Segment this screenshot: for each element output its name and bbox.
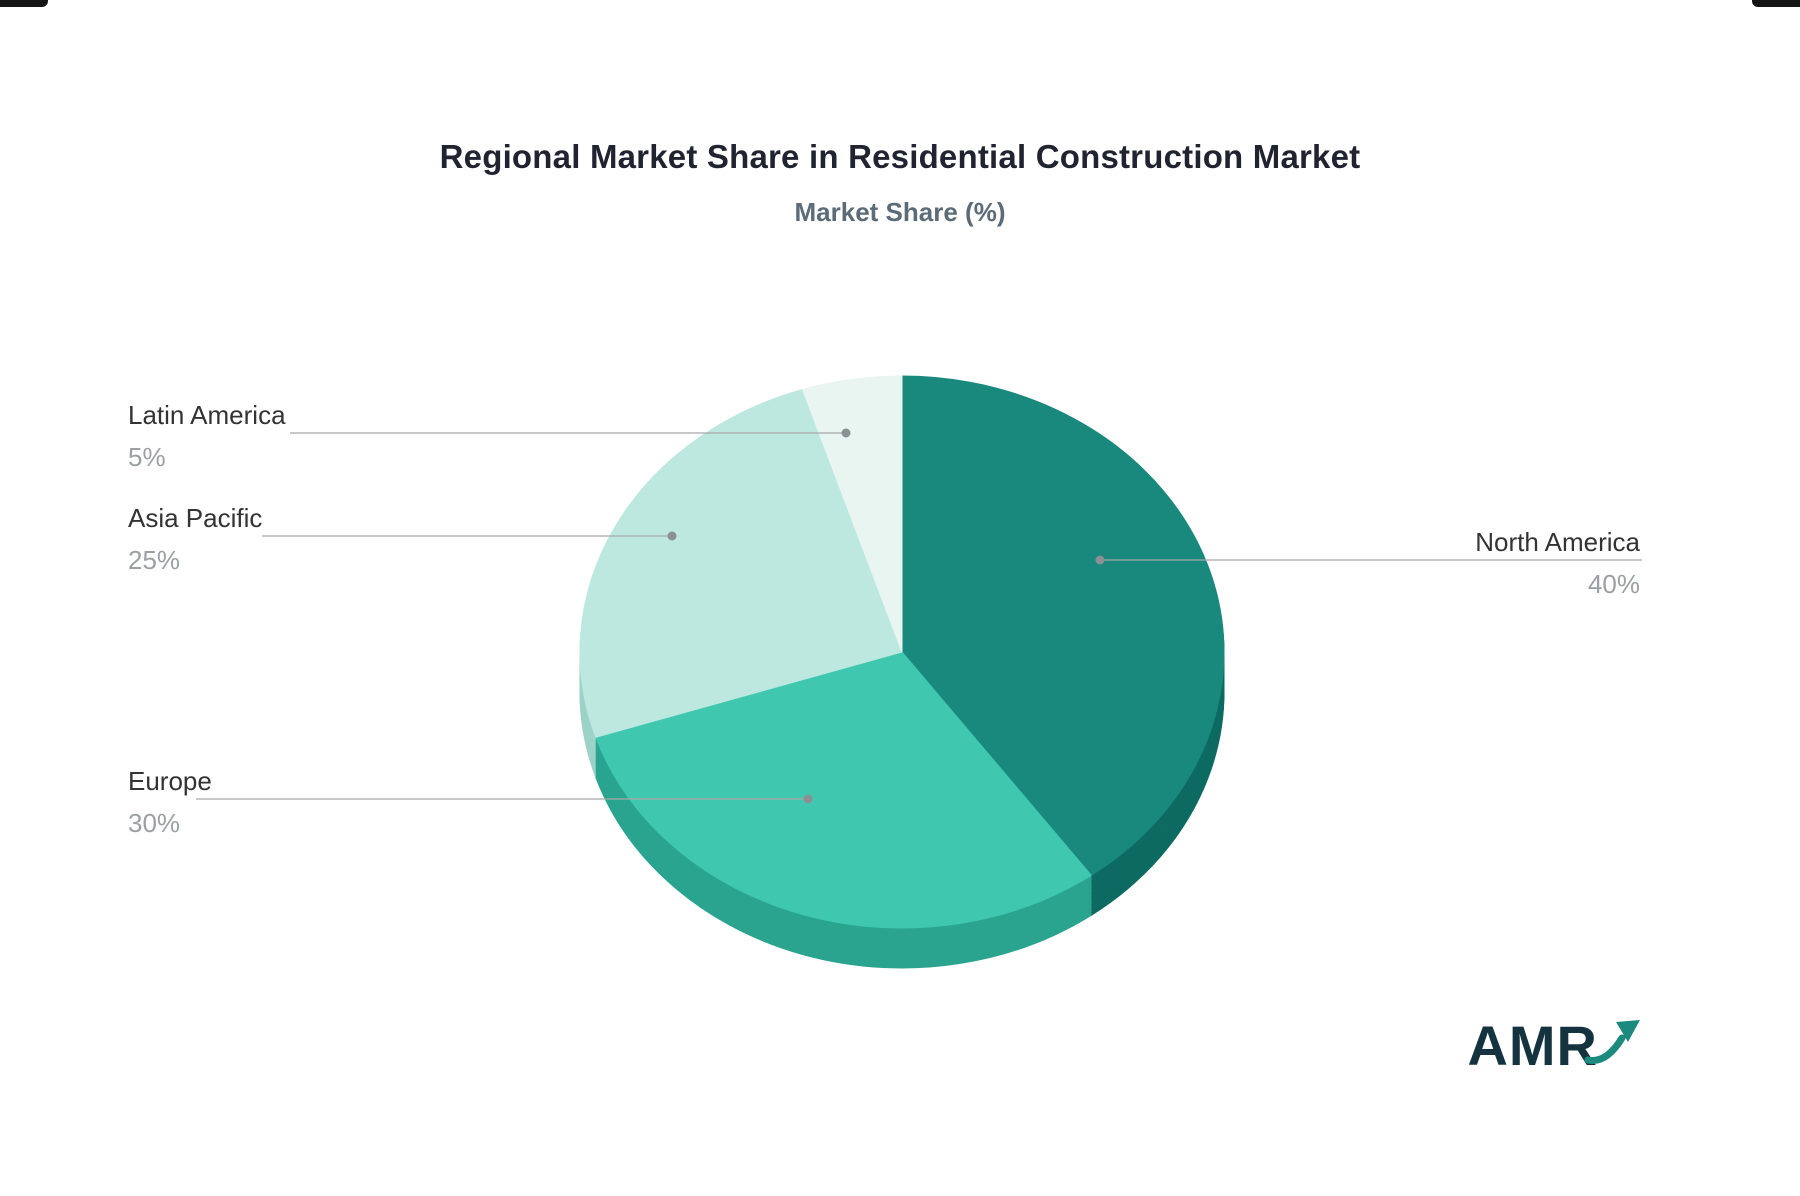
screen-corner-artifact-left <box>0 0 48 7</box>
slice-label-text: Asia Pacific <box>128 503 263 533</box>
amr-logo-arrow-icon <box>1584 1020 1640 1065</box>
leader-dot-north-america <box>1095 555 1105 565</box>
label-north-america: North America 40% <box>1475 527 1640 599</box>
leader-dot-europe <box>803 794 813 804</box>
amr-logo-text: AMR <box>1467 1014 1598 1077</box>
slice-value-text: 25% <box>128 545 181 575</box>
pie-slice-latin-america[interactable] <box>801 375 903 653</box>
chart-title: Regional Market Share in Residential Con… <box>439 138 1361 175</box>
label-asia-pacific: Asia Pacific 25% <box>128 503 262 575</box>
leader-lines <box>196 428 1642 804</box>
leader-dot-asia-pacific <box>667 531 677 541</box>
slice-label-text: North America <box>1475 527 1640 557</box>
pie-slice-asia-pacific[interactable] <box>579 388 903 738</box>
leader-dot-latin-america <box>841 428 851 438</box>
pie-slices <box>579 375 1225 929</box>
chart-subtitle: Market Share (%) <box>794 197 1006 227</box>
pie-slice-europe[interactable] <box>595 651 1093 929</box>
slice-value-text: 30% <box>128 808 181 838</box>
slice-label-text: Europe <box>128 766 212 796</box>
label-latin-america: Latin America 5% <box>128 400 286 472</box>
screen-corner-artifact-right <box>1752 0 1800 7</box>
slice-value-text: 5% <box>128 442 166 472</box>
pie-slice-north-america[interactable] <box>901 375 1225 876</box>
amr-logo: AMR <box>1467 1016 1642 1076</box>
slice-label-text: Latin America <box>128 400 286 430</box>
slice-value-text: 40% <box>1587 569 1640 599</box>
label-europe: Europe 30% <box>128 766 212 838</box>
